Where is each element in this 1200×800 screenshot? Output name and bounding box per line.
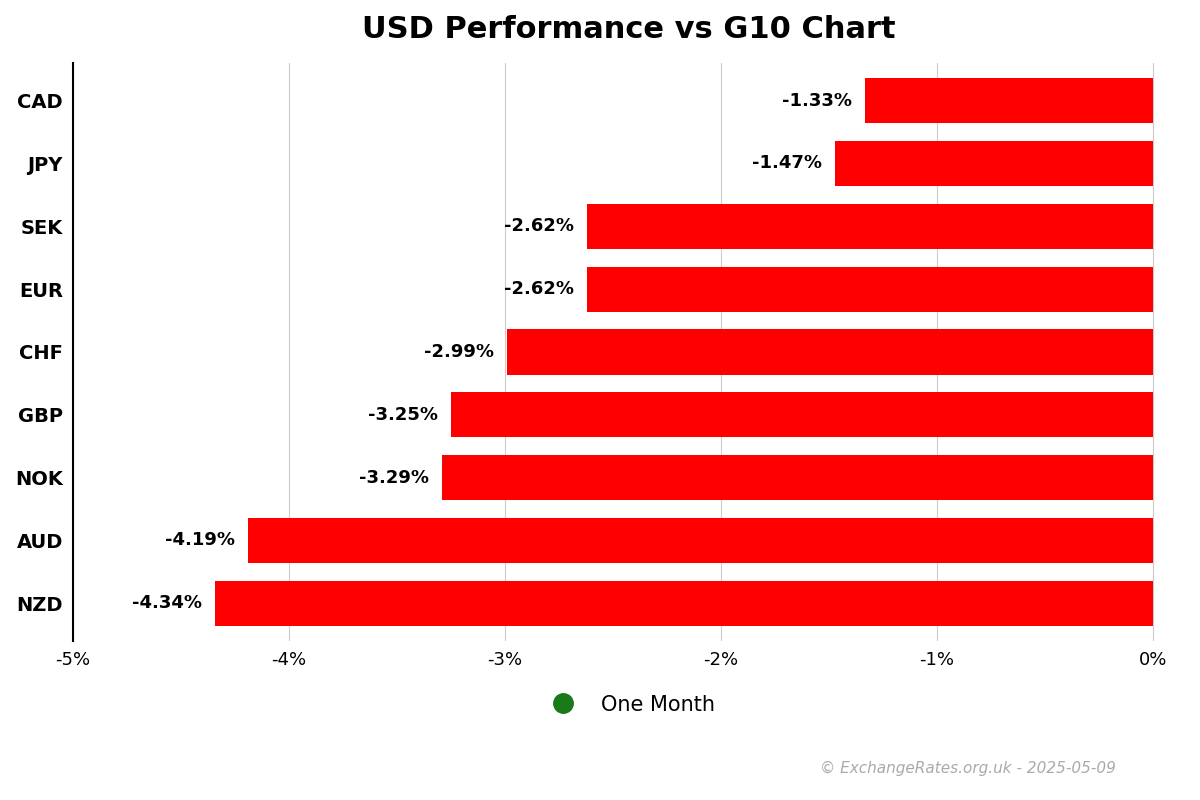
Text: -3.25%: -3.25% bbox=[367, 406, 438, 424]
Bar bbox=[442, 455, 1152, 500]
Text: © ExchangeRates.org.uk - 2025-05-09: © ExchangeRates.org.uk - 2025-05-09 bbox=[820, 761, 1116, 776]
Bar bbox=[506, 330, 1152, 374]
Bar bbox=[587, 204, 1152, 249]
Bar bbox=[450, 392, 1152, 438]
Bar bbox=[215, 581, 1152, 626]
Text: -3.29%: -3.29% bbox=[359, 469, 428, 486]
Bar bbox=[587, 266, 1152, 312]
Text: -1.47%: -1.47% bbox=[752, 154, 822, 173]
Text: -4.34%: -4.34% bbox=[132, 594, 202, 612]
Text: -4.19%: -4.19% bbox=[164, 531, 234, 550]
Legend: One Month: One Month bbox=[534, 686, 724, 723]
Text: -1.33%: -1.33% bbox=[782, 92, 852, 110]
Title: USD Performance vs G10 Chart: USD Performance vs G10 Chart bbox=[362, 15, 895, 44]
Bar bbox=[247, 518, 1152, 563]
Text: -2.62%: -2.62% bbox=[504, 280, 574, 298]
Bar bbox=[835, 141, 1152, 186]
Bar bbox=[865, 78, 1152, 123]
Text: -2.99%: -2.99% bbox=[424, 343, 493, 361]
Text: -2.62%: -2.62% bbox=[504, 218, 574, 235]
